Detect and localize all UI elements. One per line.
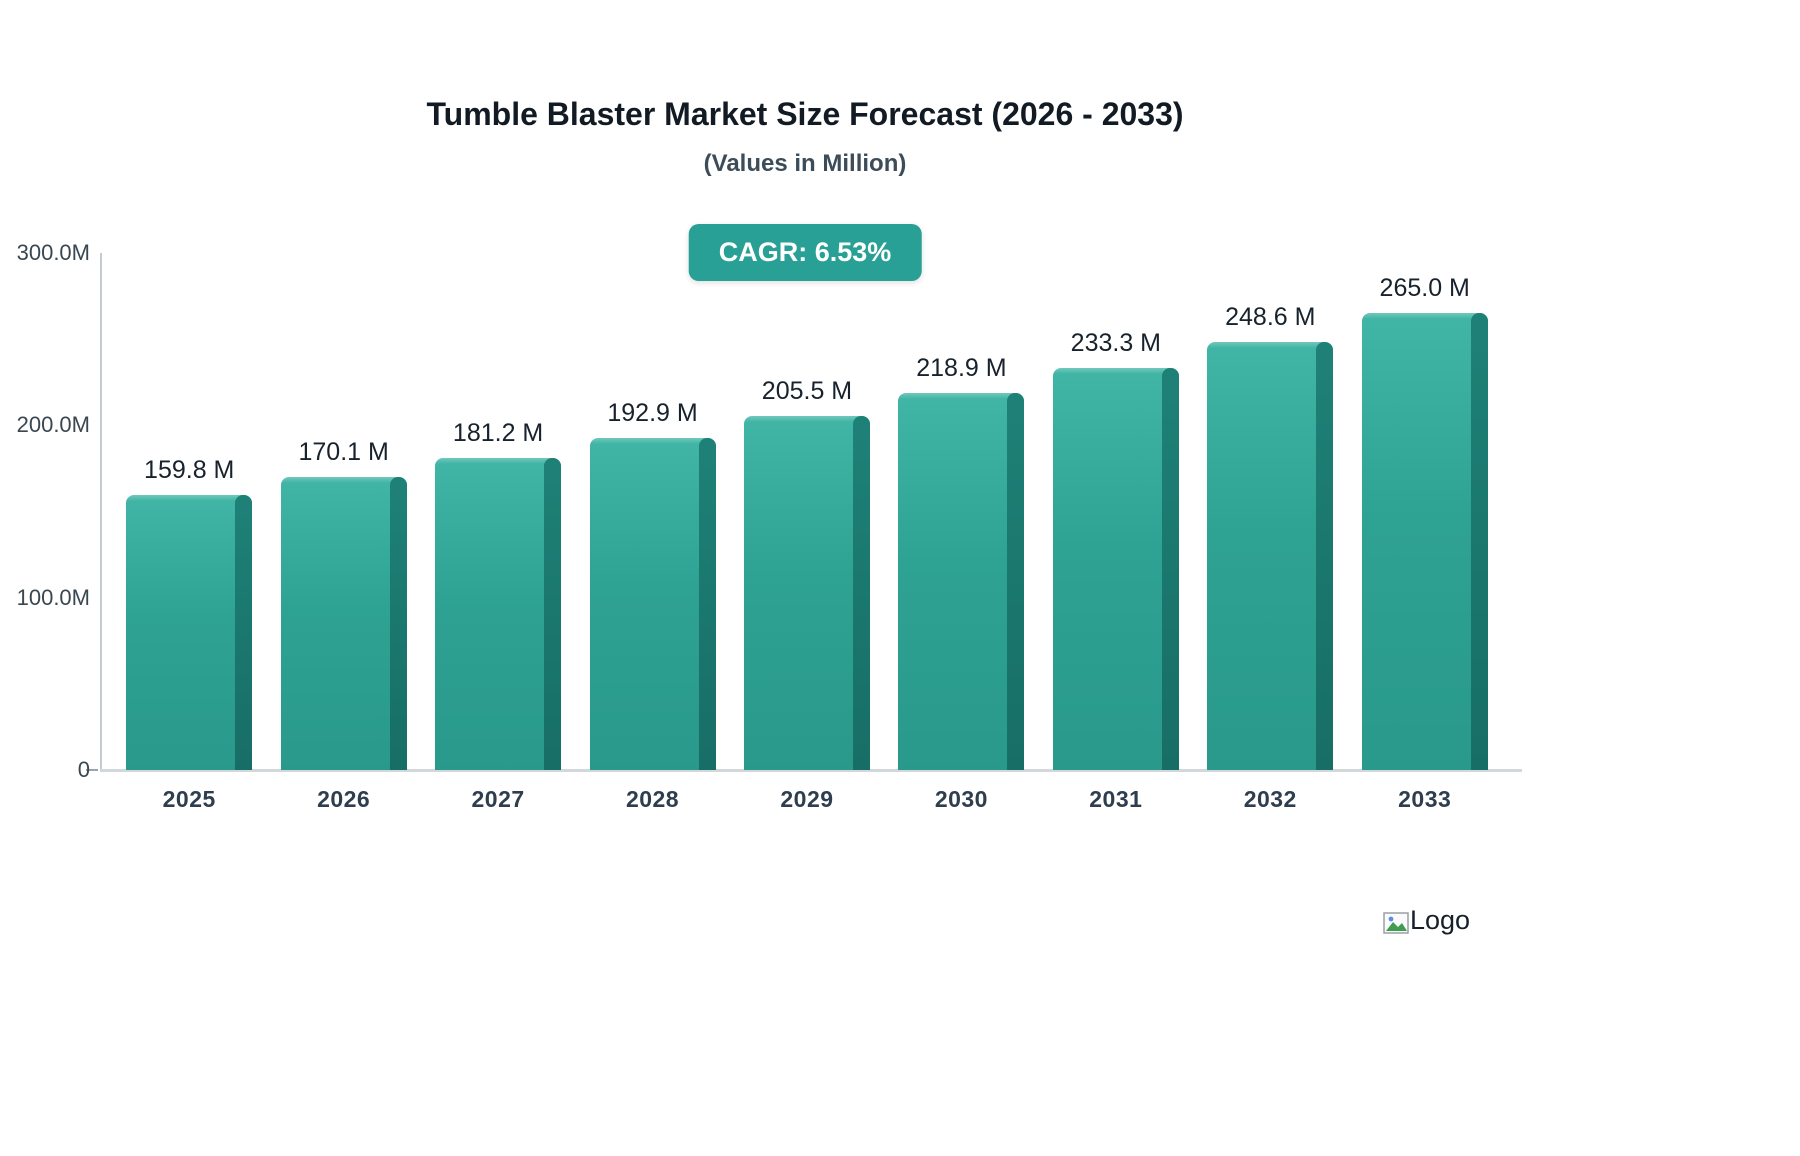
bar-value-label: 205.5 M (761, 376, 853, 405)
y-axis-line (100, 253, 102, 770)
y-tick-label: 200.0M (16, 412, 90, 438)
bar-group: 205.5 M (730, 253, 884, 771)
bar-group: 192.9 M (575, 253, 729, 771)
bar (1052, 367, 1179, 771)
bar (1361, 313, 1488, 770)
bar (1207, 341, 1334, 771)
bar-value-label: 181.2 M (452, 418, 544, 447)
zero-tick-mark (86, 769, 98, 771)
bar-value-label: 248.6 M (1225, 302, 1316, 331)
bar-group: 170.1 M (266, 253, 420, 771)
bar-group: 181.2 M (421, 253, 575, 771)
x-axis-label: 2027 (471, 786, 525, 812)
y-tick-label: 0 (77, 757, 90, 782)
bar-group: 248.6 M (1193, 253, 1347, 771)
bars-container: 159.8 M 170.1 M 181.2 M 192.9 M 205.5 M 218.9… (112, 253, 1502, 771)
x-axis-line (100, 769, 1522, 772)
bar-group: 233.3 M (1039, 253, 1193, 771)
y-tick-label: 100.0M (16, 584, 90, 610)
bar (435, 457, 562, 771)
x-axis-label: 2028 (625, 786, 680, 812)
x-axis-label: 2031 (1089, 786, 1143, 812)
bar (743, 415, 870, 771)
broken-image-icon (1383, 912, 1409, 934)
logo-text: Logo (1410, 905, 1471, 935)
x-axis-label: 2025 (162, 786, 216, 812)
bar-group: 159.8 M (112, 253, 266, 771)
bar-group: 218.9 M (884, 253, 1038, 771)
logo: Logo (1383, 905, 1470, 936)
x-axis-label: 2030 (934, 786, 988, 812)
cagr-badge: CAGR: 6.53% (688, 224, 922, 281)
bar-value-label: 159.8 M (144, 455, 235, 484)
bar (589, 437, 716, 771)
bar (126, 494, 253, 771)
y-tick-label: 300.0M (16, 240, 90, 265)
x-axis-label: 2033 (1398, 786, 1452, 812)
x-axis-labels: 2025 2026 2027 2028 2029 2030 2031 2032 2033 (112, 786, 1502, 813)
chart-subtitle: (Values in Million) (703, 150, 907, 177)
bar-value-label: 265.0 M (1379, 274, 1470, 303)
cagr-badge-label: CAGR: 6.53% (718, 237, 892, 267)
x-axis-label: 2026 (317, 786, 371, 812)
bar (898, 392, 1025, 771)
x-axis-label: 2029 (780, 786, 834, 812)
bar-value-label: 218.9 M (916, 353, 1007, 382)
x-axis-label: 2032 (1243, 786, 1297, 812)
bar-group: 265.0 M (1348, 253, 1502, 770)
bar-value-label: 170.1 M (298, 437, 389, 466)
bar (280, 476, 407, 771)
bar-value-label: 192.9 M (607, 398, 698, 427)
chart-title: Tumble Blaster Market Size Forecast (202… (426, 96, 1184, 132)
bar-value-label: 233.3 M (1070, 328, 1162, 357)
